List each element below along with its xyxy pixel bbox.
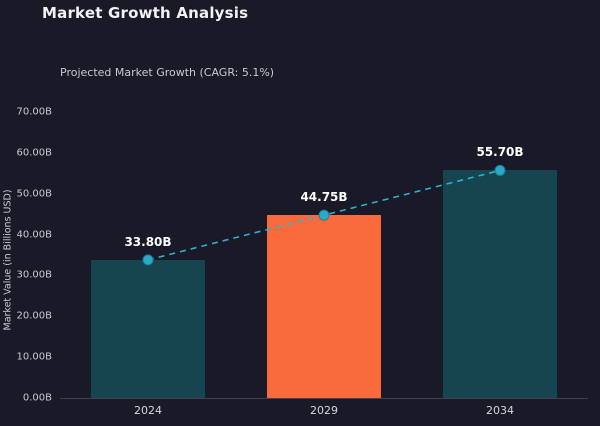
data-label-2034: 55.70B [476, 145, 524, 160]
data-label-2029: 44.75B [300, 190, 348, 205]
bar-2029[interactable] [267, 215, 381, 398]
bar-2034[interactable] [443, 170, 557, 398]
chart-title: Market Growth Analysis [42, 4, 249, 22]
x-axis-tick-label: 2024 [134, 404, 162, 417]
y-axis-tick-label: 60.00B [16, 147, 53, 159]
data-label-2024: 33.80B [124, 234, 172, 249]
y-axis-tick-label: 40.00B [16, 229, 53, 241]
y-axis-title: Market Value (in Billions USD) [2, 189, 14, 331]
bar-2024[interactable] [91, 259, 205, 398]
x-axis-tick-label: 2029 [310, 404, 338, 417]
y-axis-tick-label: 0.00B [22, 392, 52, 404]
y-axis-tick-label: 70.00B [16, 106, 53, 118]
y-axis-tick-label: 20.00B [16, 310, 53, 322]
chart-subtitle: Projected Market Growth (CAGR: 5.1%) [60, 66, 275, 79]
y-axis-tick-label: 30.00B [16, 269, 53, 281]
y-axis-tick-label: 10.00B [16, 351, 53, 363]
x-axis-line [60, 398, 588, 399]
y-axis-tick-label: 50.00B [16, 188, 53, 200]
x-axis-tick-label: 2034 [486, 404, 514, 417]
